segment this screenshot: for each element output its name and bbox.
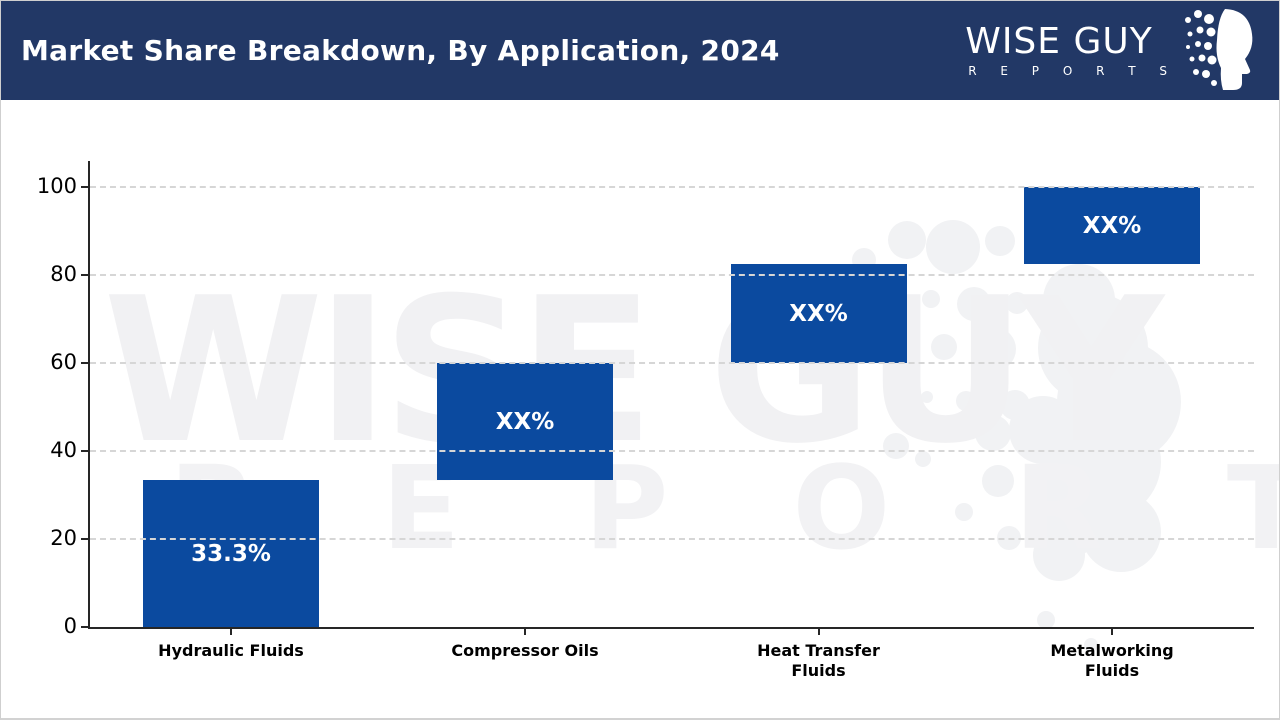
x-tick-mark-heat-transfer-fluids: [817, 629, 820, 635]
logo-subtitle: R E P O R T S: [968, 63, 1177, 78]
chart-area: WISE GUY R E P O R T S 0 20 40 60 80 100 33.3%…: [1, 100, 1279, 718]
bar-value-label-hydraulic-fluids: 33.3%: [191, 540, 271, 567]
x-tick-mark-hydraulic-fluids: [230, 629, 232, 635]
gridline-60: [90, 362, 1254, 364]
bar-heat-transfer-fluids: XX%: [730, 264, 907, 363]
y-tick-mark-0: [81, 626, 88, 628]
gridline-100: [90, 186, 1254, 188]
category-label-metalworking-fluids: Metalworking Fluids: [1050, 641, 1174, 680]
y-tick-label-80: 80: [50, 262, 77, 286]
y-tick-label-60: 60: [50, 350, 77, 374]
category-label-compressor-oils: Compressor Oils: [451, 641, 599, 660]
bar-metalworking-fluids: XX%: [1024, 187, 1200, 264]
bar-value-label-heat-transfer-fluids: XX%: [789, 300, 848, 327]
gridline-40: [90, 450, 1254, 452]
category-label-heat-transfer-fluids: Heat Transfer Fluids: [757, 641, 880, 680]
bar-compressor-oils: XX%: [437, 363, 613, 481]
watermark-subtitle: R E P O R T S: [169, 442, 1279, 576]
bar-value-label-metalworking-fluids: XX%: [1082, 212, 1142, 239]
x-axis: [88, 627, 1254, 629]
gridline-80: [90, 274, 1254, 276]
y-tick-mark-40: [81, 450, 88, 452]
x-tick-mark-compressor-oils: [524, 629, 526, 635]
header-banner: Market Share Breakdown, By Application, …: [1, 1, 1279, 100]
category-label-hydraulic-fluids: Hydraulic Fluids: [158, 641, 304, 660]
y-tick-label-0: 0: [63, 614, 77, 638]
y-axis: [88, 161, 90, 629]
x-tick-mark-metalworking-fluids: [1111, 629, 1113, 635]
watermark-wordmark: WISE GUY: [103, 255, 1164, 488]
y-tick-label-20: 20: [50, 526, 77, 550]
logo-wordmark: WISE GUY: [965, 20, 1153, 62]
wiseguy-logo: WISE GUY R E P O R T S: [965, 6, 1255, 96]
y-tick-mark-80: [81, 274, 88, 276]
bar-value-label-compressor-oils: XX%: [495, 408, 555, 435]
logo-head-icon: [1181, 6, 1255, 96]
y-tick-label-40: 40: [50, 438, 77, 462]
bar-hydraulic-fluids: 33.3%: [143, 480, 319, 627]
gridline-20: [90, 538, 1254, 540]
y-tick-label-100: 100: [36, 174, 77, 198]
page-title: Market Share Breakdown, By Application, …: [21, 34, 780, 67]
y-tick-mark-100: [81, 186, 88, 188]
y-tick-mark-60: [81, 362, 88, 364]
y-tick-mark-20: [81, 538, 88, 540]
watermark-head-dots: [852, 220, 1181, 652]
